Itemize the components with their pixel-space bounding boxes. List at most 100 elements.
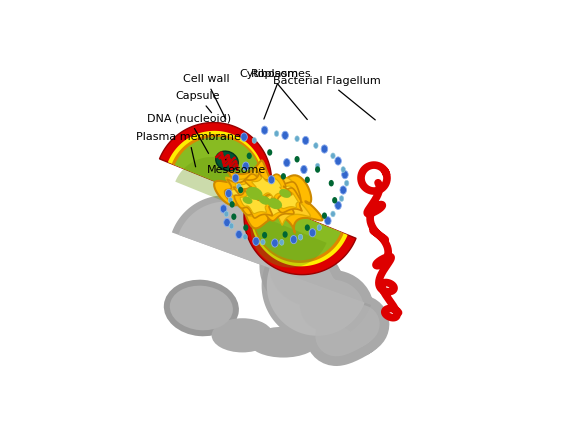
Ellipse shape [321,145,328,153]
Ellipse shape [164,280,239,336]
Ellipse shape [317,225,321,230]
Ellipse shape [344,180,349,186]
Ellipse shape [282,131,288,139]
Ellipse shape [267,149,272,156]
Polygon shape [159,123,356,275]
Ellipse shape [242,162,249,170]
Polygon shape [231,180,268,204]
Polygon shape [242,186,280,214]
Ellipse shape [223,218,230,226]
Polygon shape [172,195,371,342]
Ellipse shape [249,327,317,357]
Ellipse shape [246,187,262,200]
Ellipse shape [301,166,307,174]
Polygon shape [234,180,289,220]
Ellipse shape [272,239,278,247]
Ellipse shape [339,196,344,202]
Ellipse shape [229,223,234,229]
Ellipse shape [340,186,347,194]
Ellipse shape [302,324,354,353]
Polygon shape [225,174,277,209]
Polygon shape [244,172,292,202]
Ellipse shape [322,212,327,219]
Polygon shape [168,131,348,266]
Ellipse shape [261,126,268,134]
Ellipse shape [295,156,300,163]
Ellipse shape [332,197,337,203]
Ellipse shape [280,239,284,245]
Ellipse shape [170,285,233,330]
Polygon shape [175,137,341,260]
Ellipse shape [268,176,274,184]
Polygon shape [175,157,327,268]
Text: Mesosome: Mesosome [206,159,266,174]
Ellipse shape [305,224,310,231]
Ellipse shape [243,224,248,231]
Ellipse shape [329,180,334,186]
Text: Cell wall: Cell wall [183,74,229,119]
Ellipse shape [282,231,288,238]
Polygon shape [214,160,323,233]
Ellipse shape [242,197,253,204]
Ellipse shape [284,159,290,167]
Polygon shape [178,202,364,336]
Ellipse shape [315,163,320,169]
Ellipse shape [281,173,286,180]
Ellipse shape [261,239,265,245]
Polygon shape [234,190,272,218]
Polygon shape [275,192,299,209]
Ellipse shape [246,153,252,159]
Ellipse shape [268,198,282,209]
Ellipse shape [341,166,346,172]
Polygon shape [240,194,266,214]
Ellipse shape [274,131,279,136]
Ellipse shape [238,187,243,193]
Ellipse shape [331,211,335,217]
Ellipse shape [216,151,238,171]
Ellipse shape [252,138,257,143]
Ellipse shape [253,237,260,246]
Polygon shape [252,177,284,198]
Polygon shape [272,188,302,213]
Text: Cytoplasm: Cytoplasm [240,69,307,119]
Text: DNA (nucleoid): DNA (nucleoid) [147,113,231,154]
Text: Bacterial Flagellum: Bacterial Flagellum [273,75,381,120]
Ellipse shape [232,174,239,182]
Polygon shape [265,181,296,205]
Text: Plasma membrane: Plasma membrane [136,132,241,167]
Ellipse shape [335,157,342,165]
Ellipse shape [211,318,273,353]
Ellipse shape [237,184,241,190]
Ellipse shape [342,170,348,179]
Ellipse shape [315,166,320,173]
Ellipse shape [305,177,310,183]
Ellipse shape [228,198,233,203]
Ellipse shape [279,189,291,198]
Ellipse shape [262,232,267,238]
Polygon shape [172,134,344,263]
Ellipse shape [241,133,248,141]
Ellipse shape [243,234,248,240]
Ellipse shape [303,136,309,145]
Ellipse shape [324,217,331,225]
Ellipse shape [225,189,232,198]
Polygon shape [258,176,301,210]
Polygon shape [256,195,286,216]
Ellipse shape [236,230,242,238]
Ellipse shape [331,153,335,159]
Polygon shape [226,169,311,225]
Text: Capsule: Capsule [176,91,220,113]
Ellipse shape [224,211,229,217]
Ellipse shape [299,234,303,240]
Ellipse shape [313,143,318,148]
Text: Ribosomes: Ribosomes [251,69,312,119]
Ellipse shape [291,235,297,244]
Ellipse shape [258,196,270,205]
Ellipse shape [221,205,227,213]
Ellipse shape [230,201,235,208]
Polygon shape [249,190,294,221]
Ellipse shape [231,214,237,220]
Ellipse shape [309,229,316,237]
Ellipse shape [335,201,342,210]
Ellipse shape [295,136,299,142]
